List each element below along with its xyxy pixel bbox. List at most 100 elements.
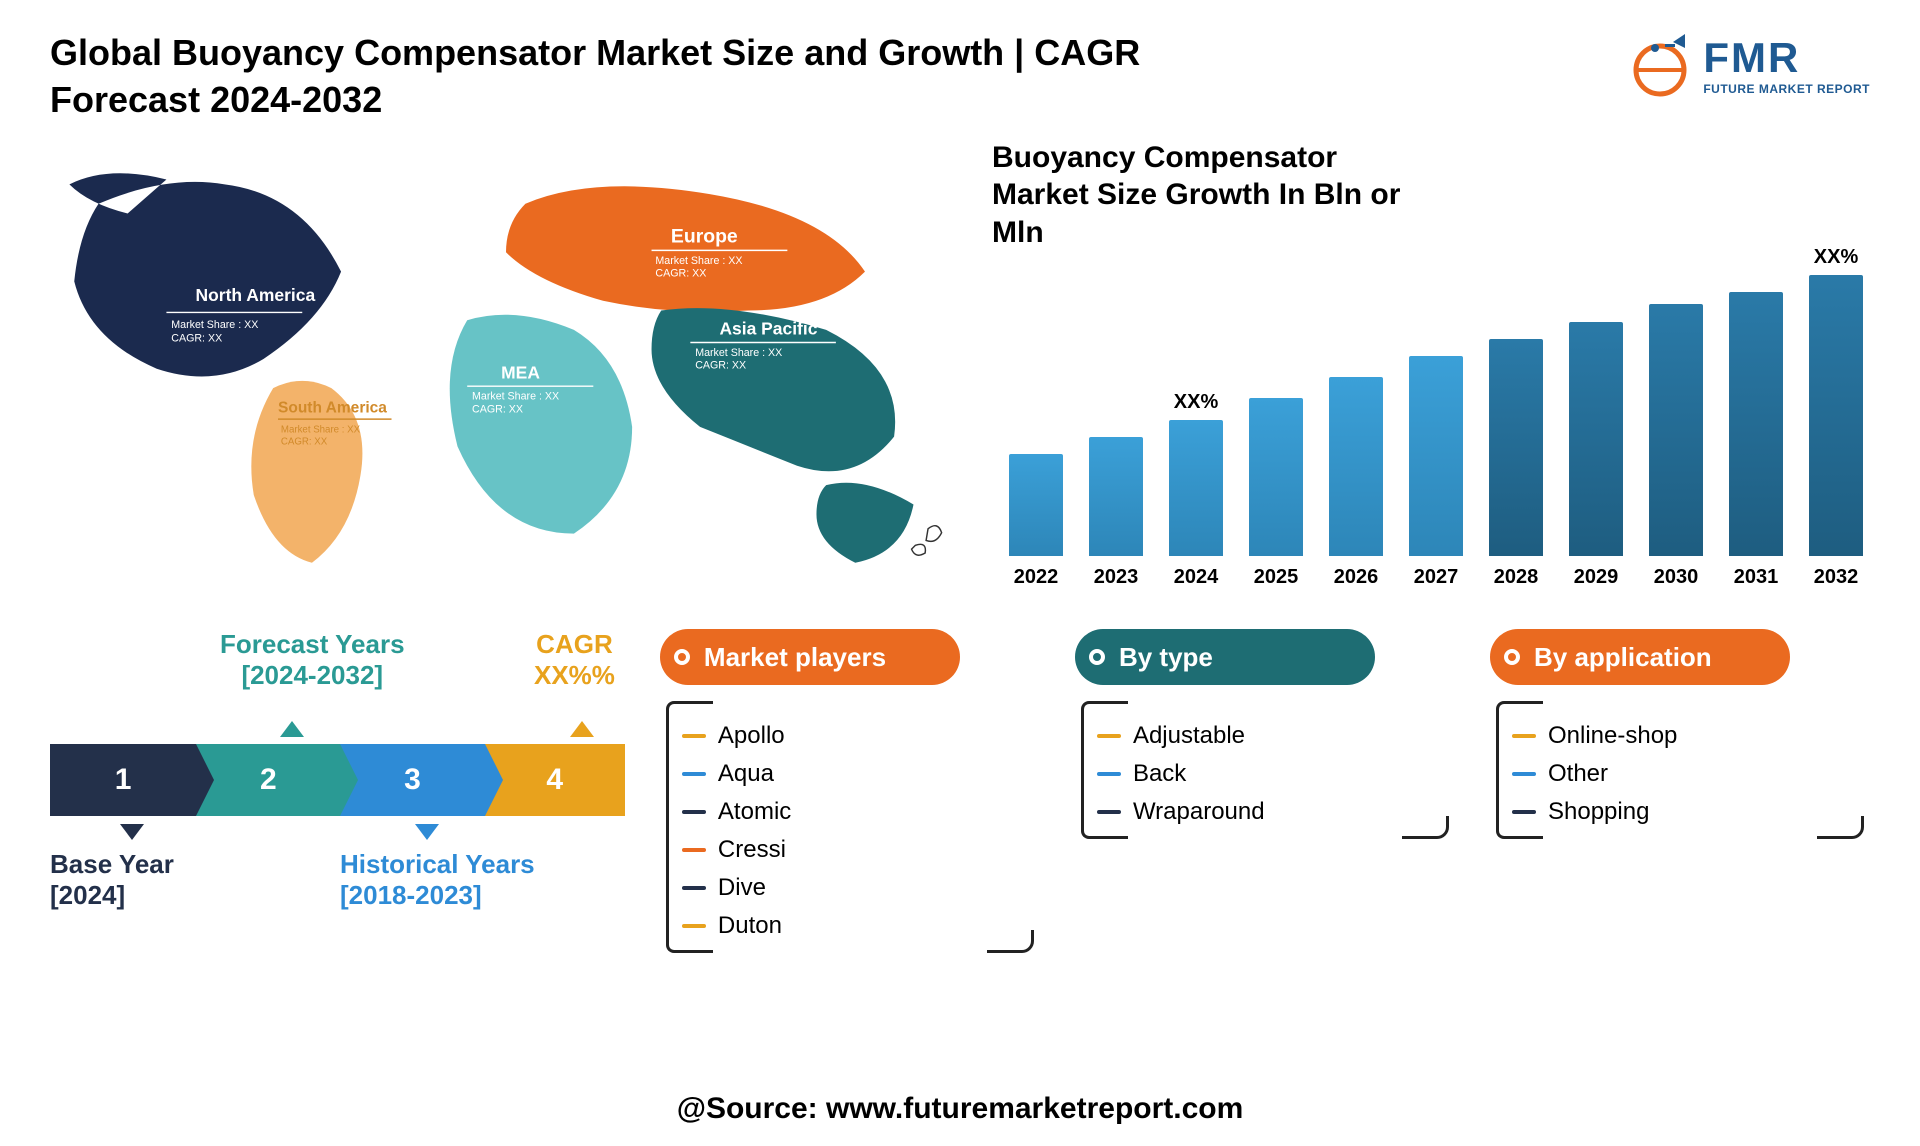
list-item-label: Apollo xyxy=(718,722,785,750)
svg-text:Asia Pacific: Asia Pacific xyxy=(719,318,817,338)
list-item-label: Dive xyxy=(718,874,766,902)
bar-year-label: 2031 xyxy=(1734,566,1779,589)
main-row: North America Market Share : XX CAGR: XX… xyxy=(50,139,1870,590)
tick-icon xyxy=(682,924,706,928)
tick-icon xyxy=(682,734,706,738)
list-item: Adjustable xyxy=(1097,717,1447,755)
bullet-icon xyxy=(1504,649,1520,665)
svg-text:CAGR: XX: CAGR: XX xyxy=(695,359,746,371)
svg-text:CAGR: XX: CAGR: XX xyxy=(171,332,222,344)
list-item: Back xyxy=(1097,755,1447,793)
list-item-label: Wraparound xyxy=(1133,798,1265,826)
bar-year-label: 2022 xyxy=(1014,566,1059,589)
bar xyxy=(1009,454,1063,556)
svg-text:Market Share : XX: Market Share : XX xyxy=(695,347,782,359)
list-item: Dive xyxy=(682,869,1032,907)
svg-text:Market Share : XX: Market Share : XX xyxy=(281,424,361,435)
list-item-label: Adjustable xyxy=(1133,722,1245,750)
bar-2026: 2026 xyxy=(1322,377,1390,589)
tick-icon xyxy=(1097,772,1121,776)
tick-icon xyxy=(682,848,706,852)
svg-text:Market Share : XX: Market Share : XX xyxy=(171,319,258,331)
bar xyxy=(1729,292,1783,556)
bar xyxy=(1809,275,1863,556)
bar-2023: 2023 xyxy=(1082,437,1150,589)
panel-by-application: By application Online-shopOtherShopping xyxy=(1490,629,1870,845)
cagr-label: CAGR XX%% xyxy=(534,629,615,691)
bar-year-label: 2026 xyxy=(1334,566,1379,589)
list-item: Online-shop xyxy=(1512,717,1862,755)
list-item: Aqua xyxy=(682,755,1032,793)
bar-2029: 2029 xyxy=(1562,322,1630,590)
timeline-seg-3: 3 xyxy=(340,744,484,816)
bar xyxy=(1089,437,1143,556)
pill-market-players: Market players xyxy=(660,629,960,685)
list-item-label: Other xyxy=(1548,760,1608,788)
bar-year-label: 2025 xyxy=(1254,566,1299,589)
tick-icon xyxy=(682,810,706,814)
bar-year-label: 2028 xyxy=(1494,566,1539,589)
list-item: Atomic xyxy=(682,793,1032,831)
tick-icon xyxy=(682,886,706,890)
svg-text:South America: South America xyxy=(278,399,387,416)
list-item: Wraparound xyxy=(1097,793,1447,831)
header: Global Buoyancy Compensator Market Size … xyxy=(50,30,1870,124)
panel-market-players: Market players Apollo Aqua Atomic Cressi Div… xyxy=(660,629,1040,959)
pill-by-type: By type xyxy=(1075,629,1375,685)
svg-text:North America: North America xyxy=(196,284,316,304)
bar-2032: XX%2032 xyxy=(1802,246,1870,589)
bar-year-label: 2032 xyxy=(1814,566,1859,589)
bar-2028: 2028 xyxy=(1482,339,1550,590)
svg-text:Market Share : XX: Market Share : XX xyxy=(472,390,559,402)
globe-icon xyxy=(1625,30,1695,100)
list-item-label: Atomic xyxy=(718,798,791,826)
svg-text:MEA: MEA xyxy=(501,362,540,382)
list-item: Cressi xyxy=(682,831,1032,869)
bar-2024: XX% 2024 xyxy=(1162,391,1230,589)
logo-abbr: FMR xyxy=(1703,34,1870,82)
svg-text:Market Share : XX: Market Share : XX xyxy=(655,255,742,267)
bar-year-label: 2027 xyxy=(1414,566,1459,589)
source-text: @Source: www.futuremarketreport.com xyxy=(0,1092,1920,1126)
list-item-label: Shopping xyxy=(1548,798,1649,826)
list-item-label: Back xyxy=(1133,760,1186,788)
region-europe: Europe Market Share : XX CAGR: XX xyxy=(506,186,865,311)
bar xyxy=(1249,398,1303,556)
tick-icon xyxy=(682,772,706,776)
pointer-down-icon xyxy=(415,824,439,840)
bar-year-label: 2023 xyxy=(1094,566,1139,589)
bar-2025: 2025 xyxy=(1242,398,1310,589)
bar-year-label: 2030 xyxy=(1654,566,1699,589)
tick-icon xyxy=(1097,810,1121,814)
list-item-label: Cressi xyxy=(718,836,786,864)
timeline-seg-1: 1 xyxy=(50,744,196,816)
tick-icon xyxy=(1512,772,1536,776)
timeline-segments: 1 2 3 4 xyxy=(50,744,625,816)
historical-years-label: Historical Years [2018-2023] xyxy=(340,849,535,911)
timeline-seg-4: 4 xyxy=(485,744,625,816)
bar xyxy=(1569,322,1623,557)
list-by-application: Online-shop Other Shopping xyxy=(1512,717,1862,831)
bullet-icon xyxy=(674,649,690,665)
bar-2030: 2030 xyxy=(1642,304,1710,589)
list-item: Duton xyxy=(682,907,1032,945)
bar-annotation: XX% xyxy=(1174,391,1218,414)
pointer-up-icon xyxy=(280,721,304,737)
list-item-label: Duton xyxy=(718,912,782,940)
bottom-row: Forecast Years [2024-2032] CAGR XX%% 1 2… xyxy=(50,629,1870,959)
list-item-label: Aqua xyxy=(718,760,774,788)
bar-2031: 2031 xyxy=(1722,292,1790,589)
bar xyxy=(1649,304,1703,556)
fmr-logo: FMR FUTURE MARKET REPORT xyxy=(1625,30,1870,100)
bar-2027: 2027 xyxy=(1402,356,1470,589)
svg-text:CAGR: XX: CAGR: XX xyxy=(655,267,706,279)
region-mea: MEA Market Share : XX CAGR: XX xyxy=(450,314,632,533)
logo-full: FUTURE MARKET REPORT xyxy=(1703,82,1870,96)
nz-outline xyxy=(912,525,942,555)
region-north-america: North America Market Share : XX CAGR: XX xyxy=(69,173,341,376)
tick-icon xyxy=(1512,734,1536,738)
bar-year-label: 2024 xyxy=(1174,566,1219,589)
timeline: Forecast Years [2024-2032] CAGR XX%% 1 2… xyxy=(50,629,625,929)
bar xyxy=(1409,356,1463,556)
list-item-label: Online-shop xyxy=(1548,722,1677,750)
